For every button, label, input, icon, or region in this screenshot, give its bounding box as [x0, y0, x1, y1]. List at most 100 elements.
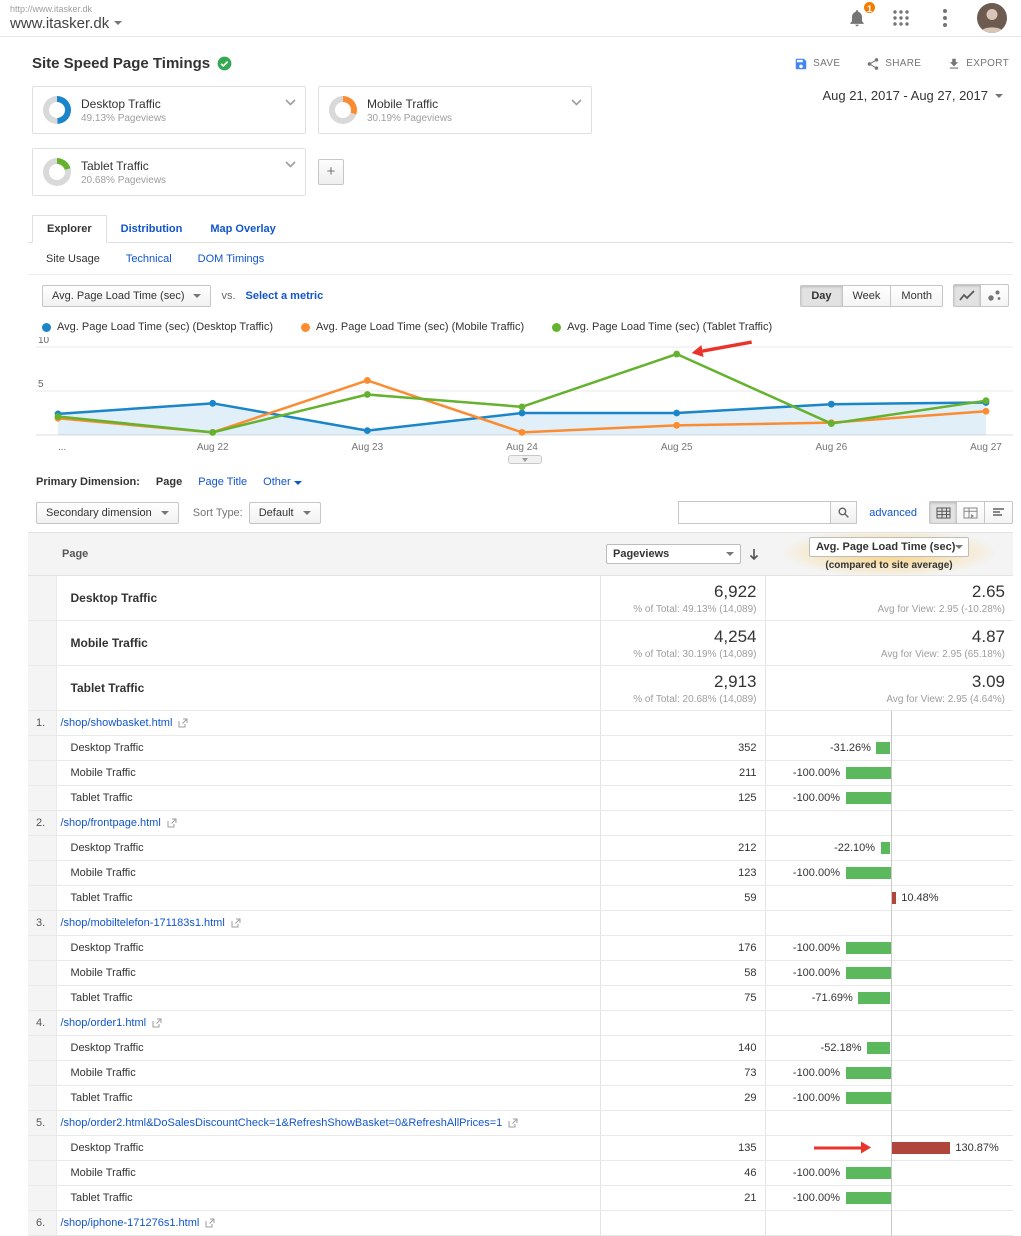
page-url-link[interactable]: /shop/frontpage.html: [57, 817, 177, 829]
add-segment-button[interactable]: +: [318, 159, 344, 185]
open-in-new-icon: [178, 718, 188, 728]
comparison-percent: -100.00%: [792, 792, 840, 804]
data-point[interactable]: [363, 427, 371, 434]
percentage-view-button[interactable]: [957, 501, 985, 524]
segment-card-mobile[interactable]: Mobile Traffic 30.19% Pageviews: [318, 86, 592, 134]
segment-name: Mobile Traffic: [70, 1067, 136, 1079]
timeseries-chart[interactable]: 10 5... Aug 22 Aug 23 Aug 24 Aug 25 Aug 26 Aug …: [36, 335, 1013, 455]
segment-name-cell: Mobile Traffic: [56, 620, 600, 666]
comparison-axis: [890, 936, 892, 961]
pageviews-metric-select[interactable]: Pageviews: [606, 544, 741, 564]
data-point[interactable]: [982, 397, 990, 405]
tab-distribution[interactable]: Distribution: [120, 223, 183, 235]
chevron-down-icon[interactable]: [571, 95, 582, 109]
performance-view-button[interactable]: [985, 501, 1013, 524]
page-row: 1./shop/showbasket.html: [28, 710, 1013, 736]
table-view-button[interactable]: [929, 501, 957, 524]
comparison-axis: [890, 1186, 892, 1211]
comparison-bar: [845, 942, 891, 954]
segment-card-desktop[interactable]: Desktop Traffic 49.13% Pageviews: [32, 86, 306, 134]
subtab-dom-timings[interactable]: DOM Timings: [197, 253, 265, 265]
overflow-menu-button[interactable]: [933, 6, 957, 30]
data-point[interactable]: [518, 428, 526, 436]
tab-explorer[interactable]: Explorer: [32, 215, 107, 243]
line-chart-view-button[interactable]: [953, 284, 981, 307]
site-name: www.itasker.dk: [10, 14, 110, 32]
legend-item-desktop[interactable]: Avg. Page Load Time (sec) (Desktop Traff…: [42, 321, 273, 333]
comparison-bar: [845, 792, 891, 804]
select-metric-link[interactable]: Select a metric: [245, 289, 324, 302]
motion-chart-view-button[interactable]: [981, 284, 1009, 307]
avatar[interactable]: [977, 3, 1007, 33]
data-point[interactable]: [209, 399, 217, 407]
date-range-picker[interactable]: Aug 21, 2017 - Aug 27, 2017: [822, 88, 1003, 103]
page-url-cell: /shop/frontpage.html: [56, 810, 600, 836]
metric-picker-row: Avg. Page Load Time (sec) vs. Select a m…: [28, 275, 1013, 311]
page-url-link[interactable]: /shop/showbasket.html: [57, 717, 189, 729]
data-point[interactable]: [54, 413, 62, 420]
page-url-link[interactable]: /shop/order2.html&DoSalesDiscountCheck=1…: [57, 1117, 519, 1129]
dimension-page[interactable]: Page: [155, 476, 183, 488]
pageviews-subtext: % of Total: 30.19% (14,089): [633, 648, 757, 660]
data-point[interactable]: [673, 350, 681, 358]
account-switcher[interactable]: www.itasker.dk: [10, 14, 123, 32]
data-point[interactable]: [982, 407, 990, 415]
page-url-link[interactable]: /shop/iphone-171276s1.html: [57, 1217, 216, 1229]
comparison-percent: -52.18%: [820, 1042, 862, 1054]
advanced-search-link[interactable]: advanced: [869, 506, 917, 519]
granularity-month-button[interactable]: Month: [891, 284, 943, 307]
subtab-technical[interactable]: Technical: [125, 253, 172, 265]
comparison-bar: [880, 842, 891, 854]
segment-name-cell: Desktop Traffic: [56, 735, 600, 761]
data-point[interactable]: [827, 420, 835, 427]
segment-name: Desktop Traffic: [70, 1042, 144, 1054]
legend-dot: [42, 322, 51, 332]
data-point[interactable]: [827, 400, 835, 408]
chevron-down-icon[interactable]: [285, 157, 296, 171]
dimension-page-title[interactable]: Page Title: [198, 476, 248, 488]
pageviews-cell: [599, 710, 765, 736]
segment-name-cell: Tablet Traffic: [56, 1085, 600, 1111]
legend-item-tablet[interactable]: Avg. Page Load Time (sec) (Tablet Traffi…: [552, 321, 772, 333]
granularity-week-button[interactable]: Week: [842, 284, 892, 307]
data-point[interactable]: [518, 409, 526, 417]
dimension-other[interactable]: Other: [263, 476, 302, 488]
page-row: 3./shop/mobiltelefon-171183s1.html: [28, 910, 1013, 936]
notifications-button[interactable]: 1: [845, 0, 877, 30]
metric-select[interactable]: Avg. Page Load Time (sec): [42, 284, 212, 307]
pageviews-cell: [599, 1010, 765, 1036]
tab-map-overlay[interactable]: Map Overlay: [210, 223, 276, 235]
segment-card-tablet[interactable]: Tablet Traffic 20.68% Pageviews: [32, 148, 306, 196]
chart-scrubber[interactable]: [507, 455, 542, 464]
legend-item-mobile[interactable]: Avg. Page Load Time (sec) (Mobile Traffi…: [301, 321, 524, 333]
sort-descending-icon[interactable]: [749, 548, 759, 561]
data-point[interactable]: [673, 421, 681, 429]
subtab-site-usage[interactable]: Site Usage: [46, 253, 100, 265]
comparison-percent: -100.00%: [792, 942, 840, 954]
page-url-link[interactable]: /shop/mobiltelefon-171183s1.html: [57, 917, 241, 929]
sort-type-select[interactable]: Default: [248, 501, 321, 524]
save-button[interactable]: SAVE: [794, 57, 840, 71]
row-index-cell: [28, 760, 57, 786]
share-button[interactable]: SHARE: [866, 57, 921, 71]
save-label: SAVE: [813, 58, 841, 69]
data-point[interactable]: [673, 409, 681, 417]
secondary-dimension-select[interactable]: Secondary dimension: [36, 501, 179, 524]
data-point[interactable]: [363, 391, 371, 398]
data-point[interactable]: [209, 428, 217, 436]
segment-metric-row: Tablet Traffic 125 -100.00%: [28, 785, 1013, 811]
export-button[interactable]: EXPORT: [947, 57, 1009, 71]
row-index-cell: [28, 1135, 57, 1161]
open-in-new-icon: [231, 918, 241, 928]
chevron-down-icon[interactable]: [285, 95, 296, 109]
comparison-metric-select[interactable]: Avg. Page Load Time (sec): [809, 537, 969, 557]
comparison-bar: [845, 1167, 891, 1179]
granularity-day-button[interactable]: Day: [800, 284, 843, 307]
apps-button[interactable]: [889, 6, 913, 30]
table-search-input[interactable]: [678, 501, 831, 524]
data-point[interactable]: [518, 403, 526, 411]
page-column-header[interactable]: Page: [56, 532, 600, 576]
page-url-link[interactable]: /shop/order1.html: [57, 1017, 163, 1029]
search-button[interactable]: [830, 501, 858, 524]
data-point[interactable]: [363, 377, 371, 384]
